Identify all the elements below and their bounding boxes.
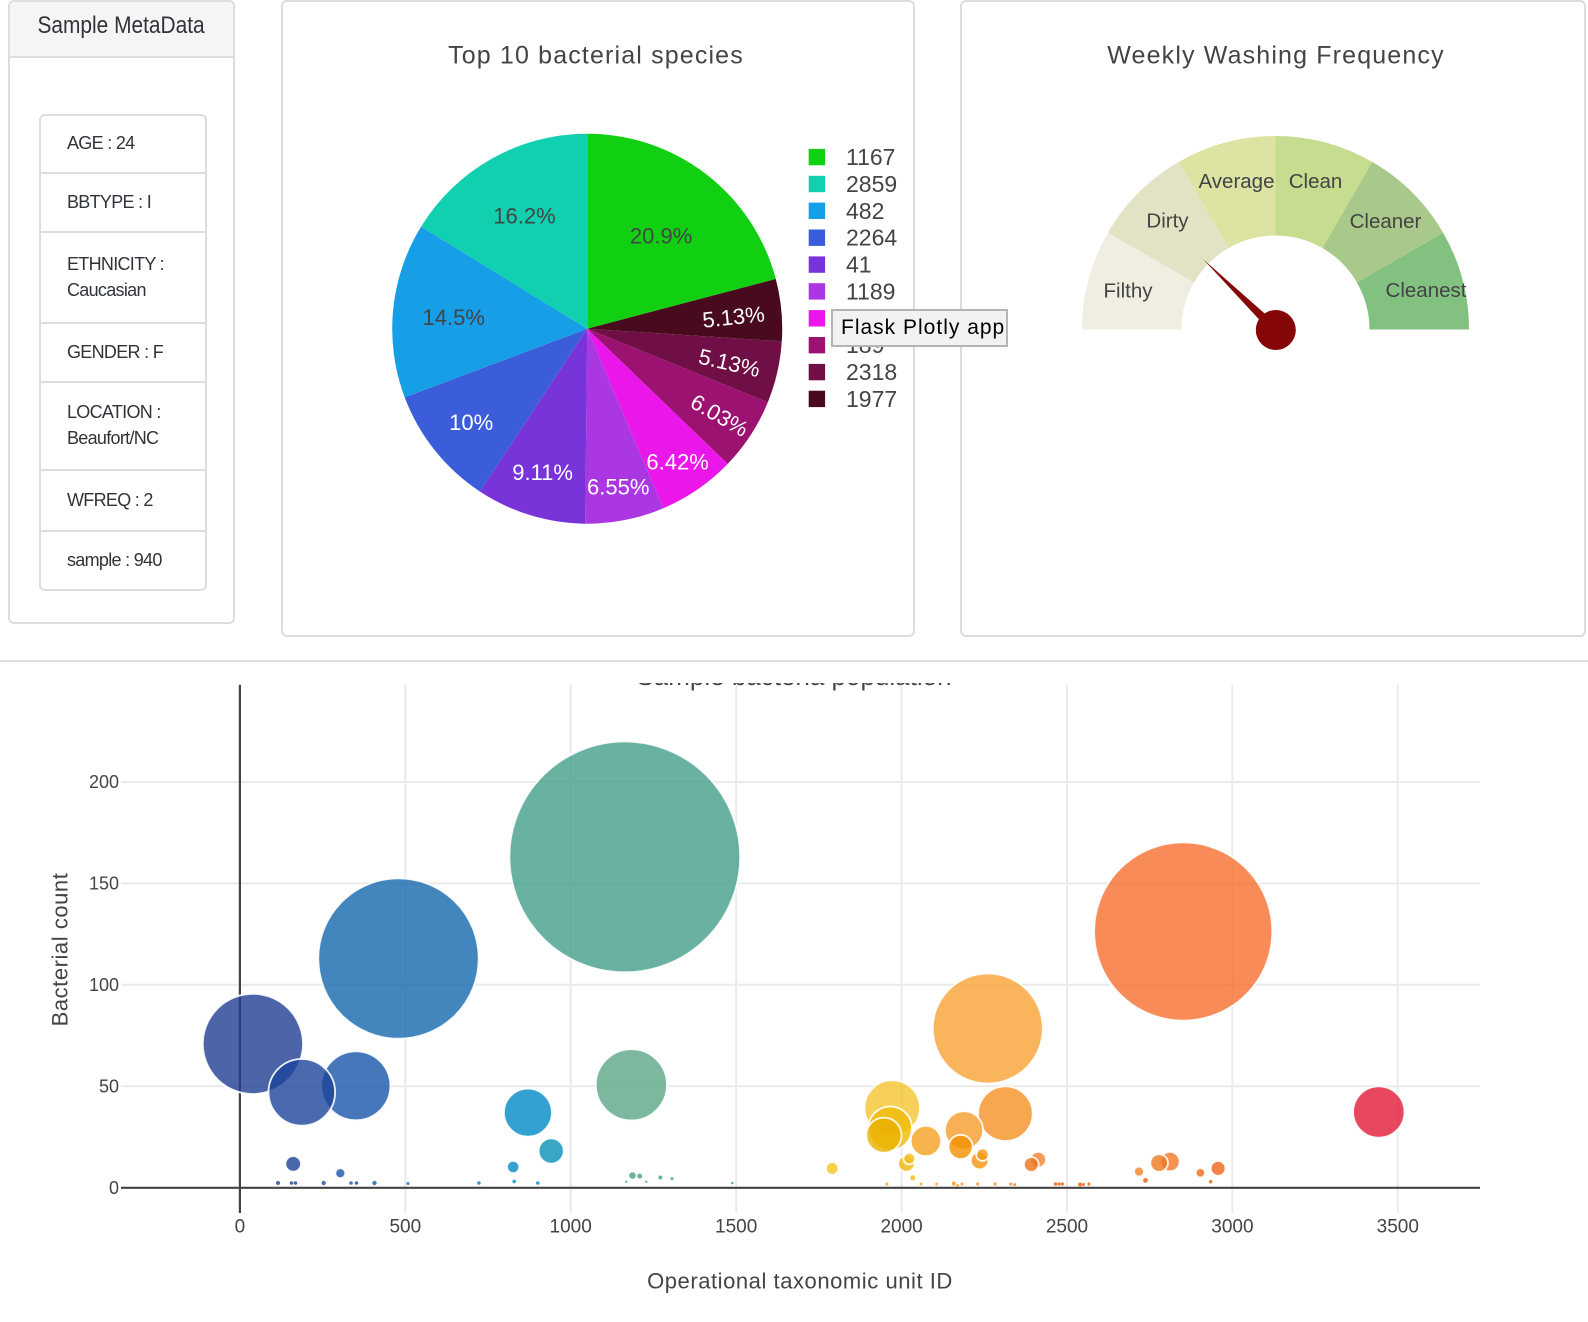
svg-text:1000: 1000 — [550, 1217, 592, 1238]
svg-text:6.55%: 6.55% — [587, 474, 649, 499]
svg-text:0: 0 — [109, 1178, 119, 1198]
svg-text:500: 500 — [389, 1217, 421, 1238]
svg-text:3500: 3500 — [1377, 1217, 1419, 1238]
svg-text:1500: 1500 — [715, 1217, 757, 1238]
svg-text:41: 41 — [846, 252, 872, 278]
svg-text:Cleaner: Cleaner — [1350, 210, 1422, 233]
svg-text:1977: 1977 — [846, 386, 897, 412]
svg-text:2264: 2264 — [846, 225, 897, 251]
svg-text:Bacterial count: Bacterial count — [48, 873, 73, 1027]
svg-text:16.2%: 16.2% — [493, 203, 555, 228]
svg-text:Top 10 bacterial species: Top 10 bacterial species — [448, 42, 744, 70]
svg-text:9.11%: 9.11% — [512, 460, 573, 485]
svg-text:1189: 1189 — [846, 278, 895, 304]
svg-text:2318: 2318 — [846, 359, 897, 385]
svg-text:Dirty: Dirty — [1146, 210, 1189, 233]
svg-text:Weekly Washing Frequency: Weekly Washing Frequency — [1107, 42, 1444, 70]
svg-text:10%: 10% — [449, 410, 493, 435]
svg-text:200: 200 — [89, 772, 119, 792]
svg-text:482: 482 — [846, 198, 884, 224]
svg-text:3000: 3000 — [1211, 1217, 1253, 1238]
svg-text:50: 50 — [99, 1076, 119, 1096]
svg-text:Clean: Clean — [1289, 170, 1343, 193]
svg-text:2859: 2859 — [846, 171, 897, 197]
svg-text:Filthy: Filthy — [1104, 280, 1154, 303]
svg-text:14.5%: 14.5% — [423, 305, 485, 330]
svg-text:1167: 1167 — [846, 144, 895, 170]
svg-text:20.9%: 20.9% — [630, 223, 692, 248]
svg-text:2500: 2500 — [1046, 1217, 1088, 1238]
svg-text:Cleanest: Cleanest — [1386, 279, 1467, 302]
svg-text:6.42%: 6.42% — [646, 449, 708, 474]
svg-text:150: 150 — [89, 873, 119, 893]
svg-text:Average: Average — [1199, 170, 1275, 193]
svg-text:100: 100 — [89, 975, 119, 995]
svg-text:2000: 2000 — [880, 1217, 922, 1238]
svg-text:0: 0 — [235, 1217, 246, 1238]
svg-text:Operational taxonomic unit ID: Operational taxonomic unit ID — [647, 1269, 953, 1294]
